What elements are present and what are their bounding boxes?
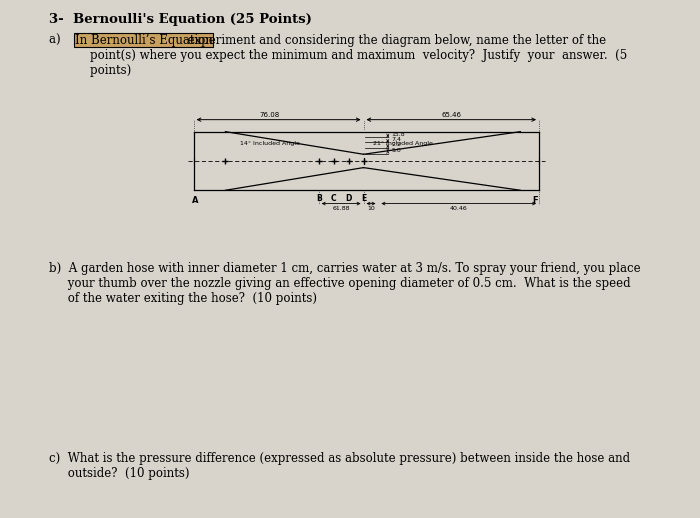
Text: 7.4: 7.4	[391, 137, 402, 142]
Text: 65.46: 65.46	[441, 112, 461, 118]
Text: 61.88: 61.88	[332, 206, 350, 211]
Text: 21° Included Angle: 21° Included Angle	[373, 141, 433, 146]
Text: a): a)	[49, 34, 68, 47]
Text: 5.0: 5.0	[391, 149, 401, 153]
Text: 3-  Bernoulli's Equation (25 Points): 3- Bernoulli's Equation (25 Points)	[49, 13, 312, 26]
Text: 14° Included Angle: 14° Included Angle	[240, 141, 300, 146]
Text: A: A	[193, 196, 199, 205]
Text: 15.8: 15.8	[391, 132, 405, 137]
Text: c)  What is the pressure difference (expressed as absolute pressure) between ins: c) What is the pressure difference (expr…	[49, 452, 630, 480]
Text: C: C	[331, 194, 337, 203]
Text: 2.2: 2.2	[391, 142, 402, 148]
Text: E: E	[361, 194, 366, 203]
Text: B: B	[316, 194, 321, 203]
Text: 10: 10	[367, 206, 375, 211]
Text: F: F	[533, 196, 538, 205]
Text: D: D	[345, 194, 352, 203]
Text: In Bernoulli’s Equation: In Bernoulli’s Equation	[75, 34, 213, 47]
Text: b)  A garden hose with inner diameter 1 cm, carries water at 3 m/s. To spray you: b) A garden hose with inner diameter 1 c…	[49, 262, 640, 305]
Text: 76.08: 76.08	[259, 112, 279, 118]
Text: 40.46: 40.46	[450, 206, 468, 211]
Text: experiment and considering the diagram below, name the letter of the
    point(s: experiment and considering the diagram b…	[75, 34, 627, 77]
